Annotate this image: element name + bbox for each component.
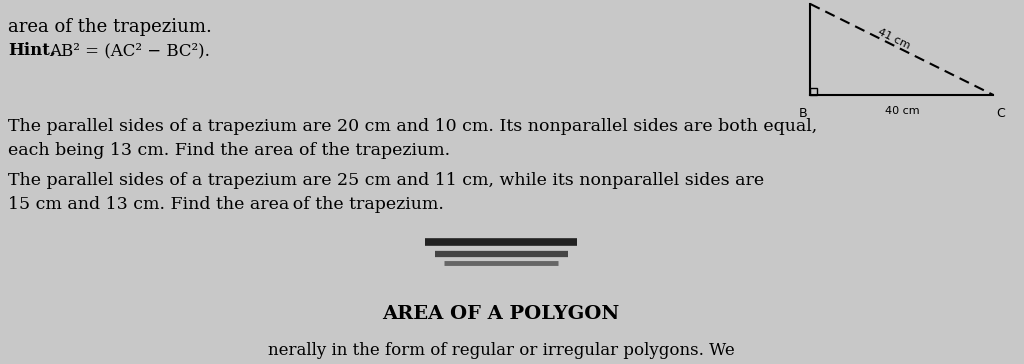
- Text: nerally in the form of regular or irregular polygons. We: nerally in the form of regular or irregu…: [267, 342, 734, 359]
- Text: AB² = (AC² − BC²).: AB² = (AC² − BC²).: [49, 42, 210, 59]
- Text: Hint.: Hint.: [8, 42, 55, 59]
- Text: AREA OF A POLYGON: AREA OF A POLYGON: [382, 305, 620, 323]
- Text: The parallel sides of a trapezium are 20 cm and 10 cm. Its nonparallel sides are: The parallel sides of a trapezium are 20…: [8, 118, 817, 135]
- Text: each being 13 cm. Find the area of the trapezium.: each being 13 cm. Find the area of the t…: [8, 142, 450, 159]
- Text: 15 cm and 13 cm. Find the area of the trapezium.: 15 cm and 13 cm. Find the area of the tr…: [8, 196, 443, 213]
- Text: area of the trapezium.: area of the trapezium.: [8, 18, 212, 36]
- Text: C: C: [996, 107, 1005, 120]
- Text: 41 cm: 41 cm: [877, 27, 912, 51]
- Text: The parallel sides of a trapezium are 25 cm and 11 cm, while its nonparallel sid: The parallel sides of a trapezium are 25…: [8, 172, 764, 189]
- Text: 40 cm: 40 cm: [885, 106, 920, 116]
- Text: B: B: [799, 107, 807, 120]
